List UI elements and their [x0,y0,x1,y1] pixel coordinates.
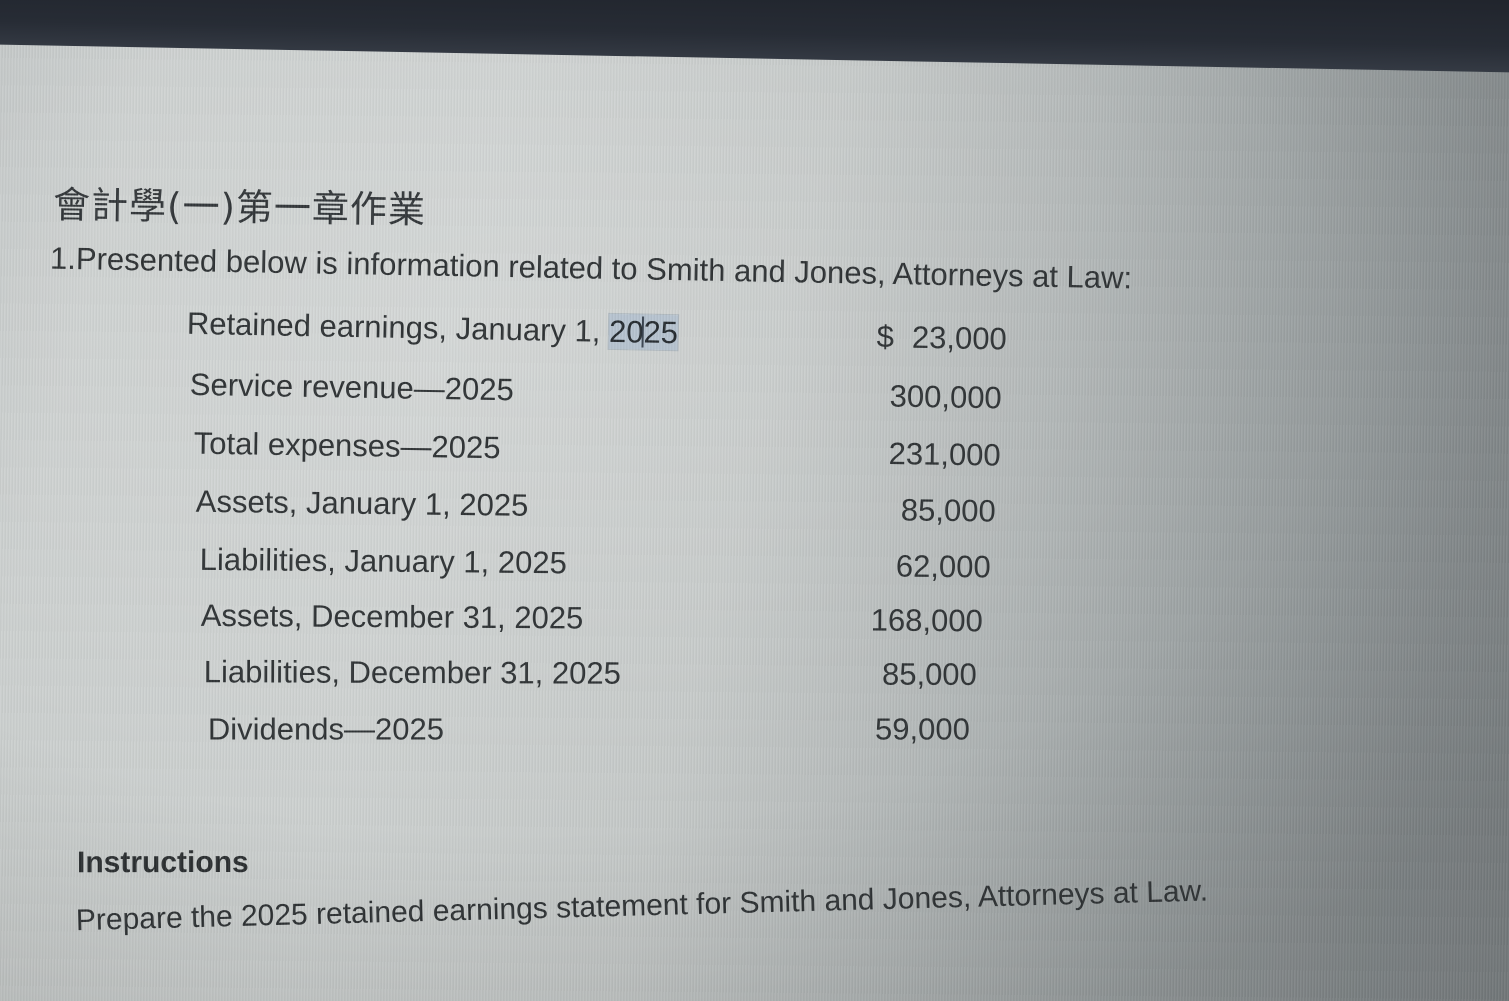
table-row: Liabilities, December 31, 2025 85,000 [204,654,977,692]
table-row: Service revenue—2025 300,000 [190,367,1002,415]
amount-value: 62,000 [895,548,991,585]
document-body: 會計學(一)第一章作業 1.Presented below is informa… [0,44,1509,1001]
table-row: Assets, January 1, 2025 85,000 [196,484,996,529]
instructions-heading: Instructions [76,845,249,880]
row-label: Assets, December 31, 2025 [200,597,584,636]
row-amount: 85,000 [882,657,977,693]
amount-value: 85,000 [900,492,996,529]
row-label-text: Retained earnings, January 1, [186,305,610,349]
currency-symbol: $ [876,319,895,355]
table-row: Assets, December 31, 2025 168,000 [201,598,983,638]
row-amount: 59,000 [875,712,970,748]
page-title: 會計學(一)第一章作業 [52,183,427,232]
instructions-text: Prepare the 2025 retained earnings state… [75,874,1209,938]
row-amount: $23,000 [876,319,1007,357]
row-amount: 300,000 [889,379,1002,417]
amount-value: 300,000 [889,378,1003,416]
row-label: Dividends—2025 [207,711,444,747]
screen-surface: 會計學(一)第一章作業 1.Presented below is informa… [0,44,1509,1001]
row-amount: 62,000 [896,549,991,586]
row-amount: 231,000 [888,436,1001,474]
amount-value: 231,000 [888,435,1001,473]
table-row: Total expenses—2025 231,000 [194,426,1001,473]
row-label: Liabilities, January 1, 2025 [199,541,567,581]
row-amount: 168,000 [871,603,983,640]
row-label: Assets, January 1, 2025 [195,483,529,523]
amount-value: 23,000 [911,319,1008,357]
amount-value: 59,000 [875,711,970,747]
amount-value: 85,000 [881,656,977,692]
row-label: Liabilities, December 31, 2025 [203,654,621,691]
row-amount: 85,000 [901,492,996,529]
table-row: Liabilities, January 1, 2025 62,000 [200,542,991,585]
selected-year-highlight[interactable]: 2025 [608,313,679,351]
amount-value: 168,000 [870,602,983,639]
row-label: Retained earnings, January 1, 2025 [187,306,679,351]
row-label: Service revenue—2025 [189,366,515,408]
row-label: Total expenses—2025 [193,425,501,466]
problem-statement-line: 1.Presented below is information related… [49,240,1133,296]
table-row: Retained earnings, January 1, 2025 $23,0… [187,306,1008,357]
